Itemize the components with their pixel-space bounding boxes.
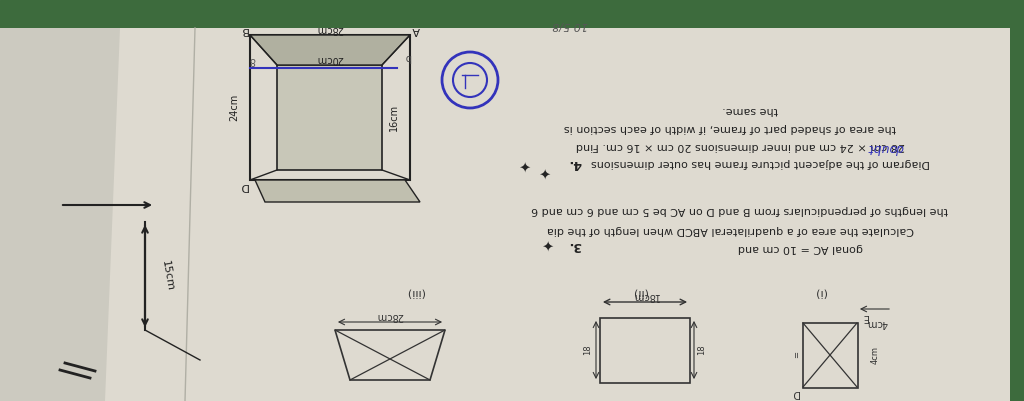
Bar [250, 35, 410, 180]
Text: ✦: ✦ [542, 235, 554, 249]
Polygon shape [250, 35, 410, 65]
Text: the same.: the same. [722, 105, 778, 115]
Text: =: = [793, 352, 802, 358]
Text: 28cm: 28cm [377, 311, 403, 321]
Text: 18: 18 [697, 345, 707, 355]
Text: D: D [240, 181, 248, 191]
Polygon shape [105, 28, 1010, 401]
Text: E: E [862, 312, 868, 322]
Text: Calculate the area of a quadrilateral ABCD when length of the dia: Calculate the area of a quadrilateral AB… [547, 225, 913, 235]
Text: b: b [404, 52, 411, 62]
Text: gonal AC = 10 cm and: gonal AC = 10 cm and [737, 243, 862, 253]
Text: the area of shaded part of frame, if width of each section is: the area of shaded part of frame, if wid… [564, 123, 896, 133]
Text: ✦: ✦ [540, 163, 551, 177]
Text: (iii): (iii) [406, 287, 424, 297]
Text: B: B [241, 25, 248, 35]
Text: ✦: ✦ [519, 156, 530, 170]
Bar [0, 0, 1024, 28]
Text: the lengths of perpendiculars from B and D on AC be 5 cm and 6 cm and 6: the lengths of perpendiculars from B and… [531, 205, 948, 215]
Text: 28 cm × 24 cm and inner dimensions 20 cm × 16 cm. Find: 28 cm × 24 cm and inner dimensions 20 cm… [575, 141, 904, 151]
Bar [600, 318, 690, 383]
Text: 28cm: 28cm [316, 24, 344, 34]
Text: 20cm: 20cm [316, 54, 344, 64]
Text: 3.: 3. [568, 239, 582, 251]
Text: Diagram of the adjacent picture frame has outer dimensions: Diagram of the adjacent picture frame ha… [591, 158, 930, 168]
Bar [1010, 0, 1024, 401]
Text: 18cm: 18cm [632, 291, 658, 301]
Text: (i): (i) [814, 287, 826, 297]
Bar [278, 65, 382, 170]
Bar [803, 323, 858, 388]
Text: 16cm: 16cm [389, 103, 399, 131]
Polygon shape [0, 28, 310, 401]
Text: A: A [413, 25, 420, 35]
Text: 24cm: 24cm [229, 93, 239, 121]
Text: 4cm: 4cm [866, 318, 888, 328]
Polygon shape [255, 180, 420, 202]
Text: 10 5/8: 10 5/8 [552, 20, 588, 30]
Text: doubt: doubt [867, 142, 903, 154]
Text: 4cm: 4cm [870, 346, 880, 364]
Text: D: D [792, 388, 799, 398]
Text: 8: 8 [249, 55, 255, 65]
Text: 15cm: 15cm [160, 260, 175, 292]
Text: (ii): (ii) [633, 287, 647, 297]
Text: 4.: 4. [568, 156, 582, 170]
Text: 18: 18 [584, 345, 593, 355]
